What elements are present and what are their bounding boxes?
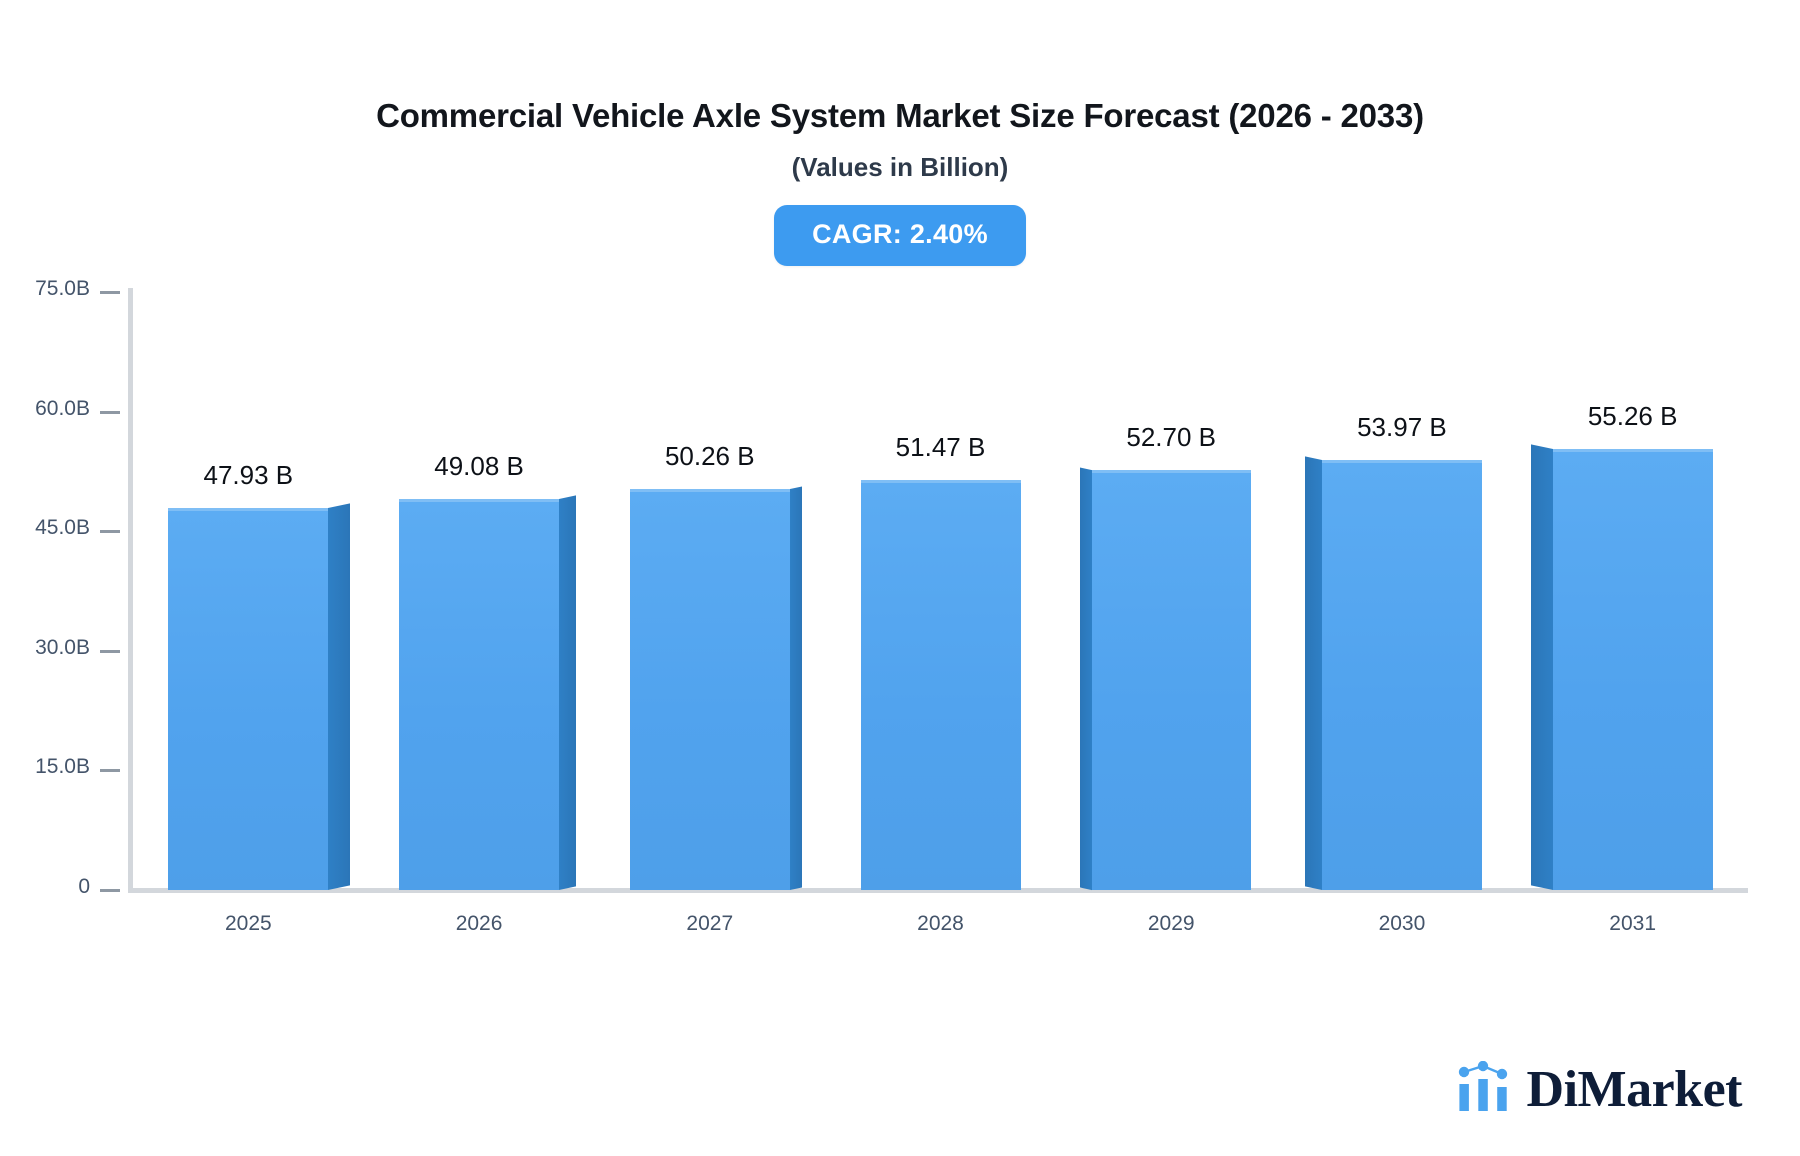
bar[interactable] [1530,444,1713,890]
brand-logo: DiMarket [1457,1060,1743,1118]
page-title: Commercial Vehicle Axle System Market Si… [376,97,1424,134]
bar-top-highlight [1091,469,1252,473]
y-axis-tick: 45.0B [0,516,120,539]
chart-header: Commercial Vehicle Axle System Market Si… [0,0,1800,183]
x-axis-label: 2030 [1378,912,1426,935]
bar[interactable] [860,479,1021,890]
bar-side-face [789,486,802,890]
bar-face [629,489,790,890]
bar-face [168,507,329,890]
y-axis-line [128,288,133,892]
cagr-badge-container: CAGR: 2.40% [0,204,1800,266]
x-axis-label: 2028 [917,912,964,935]
bar-top-highlight [399,498,560,502]
y-axis-tick-mark [100,769,120,773]
bar[interactable] [399,495,577,890]
bar-side-face [559,495,577,890]
y-axis-tick-label: 45.0B [35,516,90,540]
bar[interactable] [1304,456,1482,890]
bar[interactable] [629,486,802,890]
x-axis-label: 2026 [455,912,503,935]
bar-top-highlight [629,489,790,493]
y-axis-tick: 0 [0,875,120,898]
bar-chart-icon [1457,1060,1511,1118]
bar-top-highlight [860,479,1021,483]
bar-value-label: 52.70 B [1126,421,1217,452]
bar-value-label: 51.47 B [895,431,986,462]
y-axis-tick-mark [100,291,120,294]
x-axis-label: 2027 [686,912,734,935]
y-axis-tick: 30.0B [0,636,120,659]
bar-side-face [1530,444,1553,890]
bar[interactable] [1079,467,1252,890]
x-axis-line [128,888,1748,893]
bar-side-face [1304,456,1322,890]
bar-face [399,498,560,890]
logo-wordmark: DiMarket [1526,1060,1743,1118]
y-axis-tick-label: 60.0B [35,396,90,420]
y-axis-tick-mark [100,530,120,534]
bar-top-highlight [1552,449,1713,453]
bar-face [1091,469,1252,890]
bar[interactable] [168,503,351,890]
bar-side-face [1079,467,1092,890]
y-axis-tick-label: 15.0B [35,755,90,779]
y-axis-tick: 15.0B [0,755,120,778]
bar-face [1321,459,1482,890]
x-axis-label: 2025 [224,912,272,935]
y-axis-tick: 75.0B [0,277,120,300]
bar-side-face [328,503,351,890]
bar-top-highlight [1321,459,1482,463]
y-axis-tick-mark [100,889,120,892]
bar-value-label: 49.08 B [434,450,524,481]
bar-value-label: 47.93 B [203,459,294,490]
y-axis-tick-label: 30.0B [35,635,90,659]
bar-face [860,479,1021,890]
x-axis-label: 2029 [1147,912,1195,935]
y-axis-tick-label: 0 [78,875,90,898]
y-axis-tick-mark [100,410,120,414]
x-axis-label: 2031 [1609,912,1656,935]
bar-face [1552,449,1713,890]
chart-subtitle: (Values in Billion) [791,151,1009,182]
y-axis-tick-mark [100,649,120,653]
bar-value-label: 50.26 B [664,441,755,472]
y-axis-tick-label: 75.0B [35,277,90,300]
bar-value-label: 53.97 B [1357,411,1447,442]
bar-value-label: 55.26 B [1587,401,1678,432]
bar-top-highlight [168,507,329,511]
cagr-badge: CAGR: 2.40% [774,204,1026,266]
y-axis-tick: 60.0B [0,397,120,420]
